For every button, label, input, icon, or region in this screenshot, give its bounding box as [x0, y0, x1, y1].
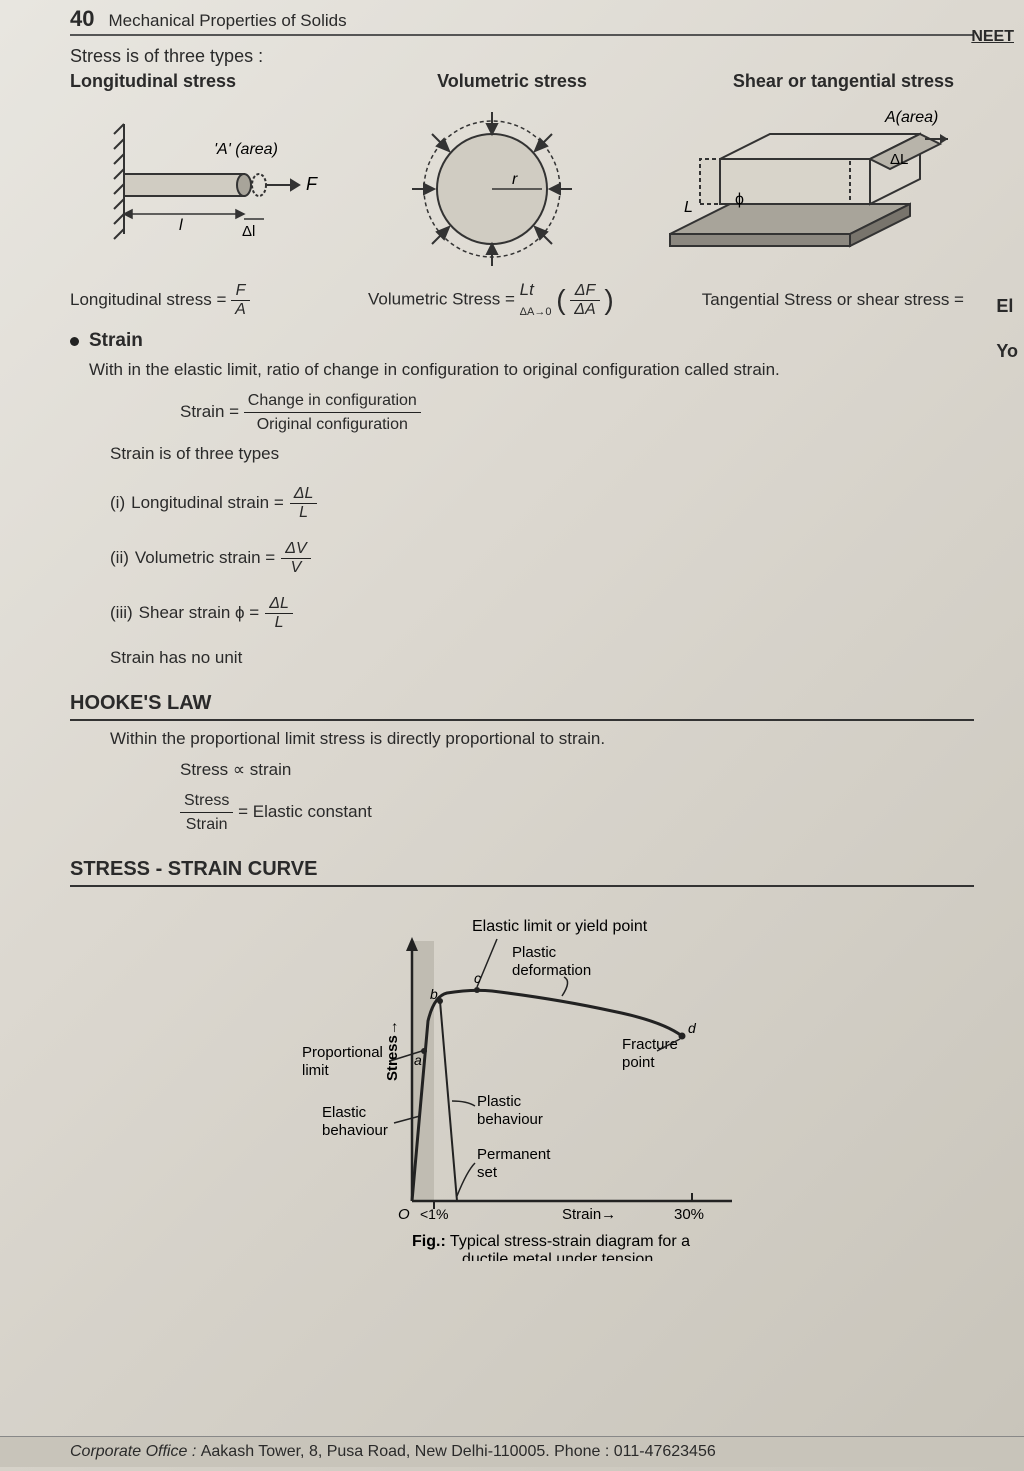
margin-line1: El	[996, 296, 1018, 317]
pt-c: c	[474, 970, 481, 986]
caption-line: Fig.: Typical stress-strain diagram for …	[412, 1233, 690, 1250]
plastic-def-l1: Plastic	[512, 944, 557, 961]
prop-limit-l1: Proportional	[302, 1044, 383, 1061]
strain-item-2: (ii) Volumetric strain = ΔVV	[110, 540, 974, 577]
strain-f-den: Original configuration	[244, 413, 421, 436]
phi-label: ϕ	[735, 191, 744, 208]
volumetric-stress-diagram: r	[382, 104, 602, 274]
strain-three-types: Strain is of three types	[110, 442, 974, 467]
iii-label: (iii)	[110, 603, 133, 623]
pt-a: a	[414, 1052, 422, 1068]
stress-column-headers: Longitudinal stress Volumetric stress Sh…	[70, 71, 974, 92]
hooke-num: Stress	[180, 789, 233, 813]
radius-label: r	[512, 171, 518, 188]
ii-num: ΔV	[281, 540, 310, 559]
f2-lt: Lt	[520, 280, 534, 299]
ii-label: (ii)	[110, 548, 129, 568]
margin-line2: Yo	[996, 341, 1018, 362]
stress-strain-curve: Stress→ Elastic limit or yield point Pla…	[262, 901, 782, 1261]
plastic-def-l2: deformation	[512, 962, 591, 979]
formula3-label: Tangential Stress or shear stress =	[702, 290, 964, 309]
f2-sub: ΔA→0	[520, 306, 552, 318]
perm-set-l1: Permanent	[477, 1146, 551, 1163]
iii-text: Shear strain ϕ =	[139, 603, 260, 623]
L-label: L	[684, 199, 693, 216]
col3-label: Shear or tangential stress	[659, 71, 974, 92]
hooke-line2: Stress ∝ strain	[180, 758, 974, 783]
formula2-label: Volumetric Stress =	[368, 289, 515, 308]
iii-den: L	[265, 614, 293, 632]
strain-f-num: Change in configuration	[244, 389, 421, 413]
longitudinal-stress-diagram: 'A' (area) F l Δl	[94, 104, 334, 254]
elastic-beh-l2: behaviour	[322, 1122, 388, 1139]
pt-b: b	[430, 986, 438, 1002]
ii-den: V	[281, 559, 310, 577]
length-label: l	[179, 217, 183, 234]
f1-den: A	[231, 301, 250, 319]
area-label: 'A' (area)	[214, 141, 278, 158]
hooke-formula: StressStrain = Elastic constant	[180, 789, 974, 836]
stress-diagrams-row: 'A' (area) F l Δl r	[70, 104, 974, 274]
plastic-beh-l2: behaviour	[477, 1111, 543, 1128]
perm-set-l2: set	[477, 1164, 498, 1181]
strain-formula-label: Strain =	[180, 402, 239, 421]
one-pct-label: <1%	[420, 1206, 448, 1222]
area-A-label: A(area)	[884, 109, 938, 126]
origin-label: O	[398, 1206, 410, 1223]
elastic-beh-l1: Elastic	[322, 1104, 367, 1121]
strain-no-unit: Strain has no unit	[110, 646, 974, 671]
formula1-label: Longitudinal stress =	[70, 289, 226, 308]
longitudinal-formula: Longitudinal stress = FA	[70, 282, 368, 319]
f2-num: ΔF	[570, 282, 599, 301]
strain-section: Strain With in the elastic limit, ratio …	[70, 330, 974, 383]
caption-line2: ductile metal under tension.	[462, 1251, 658, 1261]
strain-definition: With in the elastic limit, ratio of chan…	[89, 358, 974, 383]
iii-num: ΔL	[265, 595, 293, 614]
col2-label: Volumetric stress	[365, 71, 660, 92]
i-den: L	[290, 504, 318, 522]
deltaL-label: ΔL	[890, 151, 908, 168]
f2-den: ΔA	[570, 301, 599, 319]
col1-label: Longitudinal stress	[70, 71, 365, 92]
force-label: F	[306, 174, 318, 194]
curve-heading: STRESS - STRAIN CURVE	[70, 858, 974, 887]
bullet-icon	[70, 337, 79, 346]
i-label: (i)	[110, 493, 125, 513]
tangential-formula: Tangential Stress or shear stress =	[666, 290, 974, 310]
hooke-den: Strain	[180, 813, 233, 836]
hooke-rhs: = Elastic constant	[238, 802, 372, 821]
pt-d: d	[688, 1020, 697, 1036]
xaxis-label: Strain→	[562, 1206, 616, 1223]
delta-label: Δl	[242, 223, 255, 240]
chapter-title: Mechanical Properties of Solids	[108, 11, 346, 31]
volumetric-formula: Volumetric Stress = Lt ΔA→0 ( ΔFΔA )	[368, 280, 666, 320]
footer-text: Aakash Tower, 8, Pusa Road, New Delhi-11…	[201, 1443, 716, 1460]
yaxis-label: Stress→	[384, 1020, 401, 1081]
hooke-line1: Within the proportional limit stress is …	[110, 727, 974, 752]
stress-intro: Stress is of three types :	[70, 46, 974, 67]
footer-label: Corporate Office :	[70, 1443, 196, 1460]
strain-item-1: (i) Longitudinal strain = ΔLL	[110, 485, 974, 522]
plastic-beh-l1: Plastic	[477, 1093, 522, 1110]
elastic-limit-label: Elastic limit or yield point	[472, 918, 648, 935]
thirty-pct-label: 30%	[674, 1206, 704, 1223]
page-number: 40	[70, 6, 94, 32]
corner-label: NEET	[971, 28, 1014, 46]
page-header: 40 Mechanical Properties of Solids	[70, 0, 974, 36]
f1-num: F	[231, 282, 250, 301]
shear-stress-diagram: A(area) ΔL L ϕ	[650, 104, 950, 274]
right-margin-notes: El Yo	[996, 296, 1018, 362]
stress-formulas-row: Longitudinal stress = FA Volumetric Stre…	[70, 280, 974, 320]
prop-limit-l2: limit	[302, 1062, 329, 1079]
page-footer: Corporate Office : Aakash Tower, 8, Pusa…	[0, 1436, 1024, 1467]
strain-title: Strain	[89, 330, 974, 352]
strain-item-3: (iii) Shear strain ϕ = ΔLL	[110, 595, 974, 632]
i-text: Longitudinal strain =	[131, 493, 284, 513]
strain-formula: Strain = Change in configurationOriginal…	[180, 389, 974, 436]
hooke-heading: HOOKE'S LAW	[70, 692, 974, 721]
stress-strain-curve-container: Stress→ Elastic limit or yield point Pla…	[70, 901, 974, 1266]
i-num: ΔL	[290, 485, 318, 504]
ii-text: Volumetric strain =	[135, 548, 275, 568]
fracture-l2: point	[622, 1054, 655, 1071]
